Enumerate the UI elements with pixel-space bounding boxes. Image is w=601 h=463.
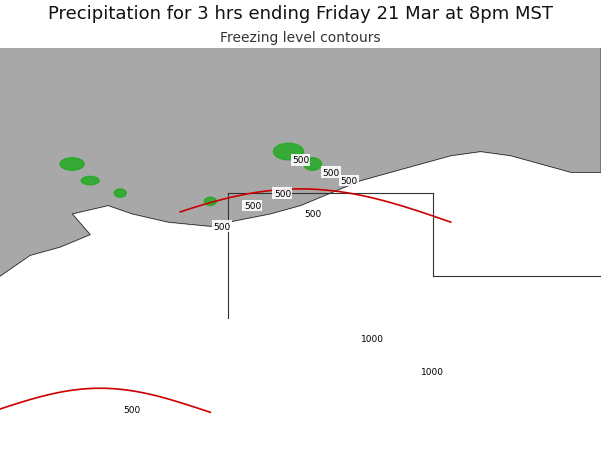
- Text: 500: 500: [322, 169, 339, 177]
- Ellipse shape: [60, 158, 84, 171]
- Ellipse shape: [273, 144, 304, 161]
- Polygon shape: [0, 49, 601, 276]
- Ellipse shape: [114, 189, 126, 198]
- Text: 500: 500: [124, 405, 141, 413]
- Text: 500: 500: [340, 177, 357, 186]
- Ellipse shape: [204, 198, 216, 206]
- Text: Precipitation for 3 hrs ending Friday 21 Mar at 8pm MST: Precipitation for 3 hrs ending Friday 21…: [48, 5, 553, 23]
- Text: Freezing level contours: Freezing level contours: [220, 31, 381, 45]
- Ellipse shape: [304, 158, 322, 171]
- Text: 500: 500: [214, 222, 231, 232]
- Text: 500: 500: [274, 189, 291, 198]
- Ellipse shape: [81, 177, 99, 185]
- Text: 1000: 1000: [421, 367, 444, 376]
- Text: 500: 500: [244, 201, 261, 211]
- Text: 500: 500: [304, 210, 321, 219]
- Text: 500: 500: [292, 156, 309, 165]
- Text: 1000: 1000: [361, 334, 384, 343]
